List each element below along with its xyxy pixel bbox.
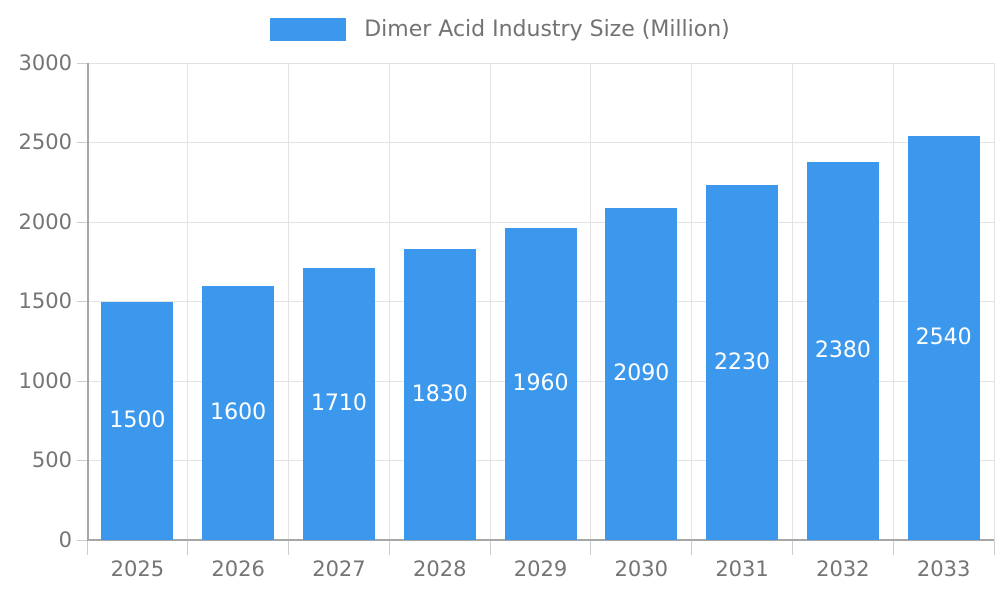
bar-2026[interactable]: 1600 [202, 285, 275, 540]
y-gridline [87, 62, 994, 64]
x-tick-label: 2028 [412, 557, 467, 581]
x-axis-tick [791, 540, 793, 555]
y-tick-label: 2500 [18, 130, 72, 154]
bar-value-label: 1500 [109, 407, 166, 433]
y-axis-line [87, 63, 89, 540]
y-gridline [87, 142, 994, 143]
x-tick-label: 2029 [513, 557, 568, 581]
bar-2025[interactable]: 1500 [101, 301, 174, 540]
bar-value-label: 2380 [814, 337, 871, 363]
legend-swatch-icon [270, 17, 347, 41]
x-axis-tick [489, 540, 491, 555]
bar-value-label: 1960 [512, 371, 569, 397]
x-gridline [791, 63, 793, 540]
bar-value-label: 2540 [915, 325, 972, 351]
bar-value-label: 1830 [411, 381, 468, 407]
x-tick-label: 2030 [614, 557, 668, 581]
bar-value-label: 2230 [714, 349, 771, 375]
y-axis-tick [77, 301, 87, 302]
y-tick-label: 1500 [18, 289, 72, 313]
bar-value-label: 1600 [210, 399, 267, 425]
y-axis-tick [77, 460, 87, 461]
x-gridline [691, 63, 693, 540]
x-tick-label: 2025 [110, 557, 165, 581]
x-gridline [187, 63, 189, 540]
bar-value-label: 1710 [310, 391, 367, 417]
y-axis-tick [77, 221, 87, 223]
x-axis-tick [892, 540, 894, 555]
bar-2032[interactable]: 2380 [806, 161, 879, 540]
y-axis-tick [77, 62, 87, 64]
x-axis-line [87, 539, 994, 541]
x-tick-label: 2033 [916, 557, 971, 581]
bar-2027[interactable]: 1710 [302, 268, 375, 540]
y-axis-tick [77, 142, 87, 143]
y-tick-label: 2000 [18, 209, 72, 234]
y-tick-label: 1000 [18, 368, 72, 393]
bar-2030[interactable]: 2090 [605, 207, 678, 540]
x-axis-tick [590, 540, 592, 555]
x-gridline [489, 63, 491, 540]
x-gridline [993, 63, 995, 540]
bar-2029[interactable]: 1960 [504, 228, 577, 540]
x-gridline [288, 63, 290, 540]
x-tick-label: 2027 [312, 557, 366, 581]
y-gridline [87, 221, 994, 223]
legend-label: Dimer Acid Industry Size (Million) [364, 16, 730, 42]
plot-area: 0 500 1000 1500 2000 2500 3000 1500 2025 1600 2026… [19, 52, 995, 580]
x-tick-label: 2032 [816, 557, 870, 581]
y-axis-tick [77, 380, 87, 382]
bar-2031[interactable]: 2230 [706, 185, 779, 540]
y-tick-label: 500 [31, 448, 72, 472]
y-tick-label: 3000 [18, 50, 72, 75]
x-gridline [892, 63, 894, 540]
x-axis-tick [86, 540, 88, 555]
x-axis-tick [187, 540, 189, 555]
y-tick-label: 0 [58, 527, 72, 552]
chart-legend[interactable]: Dimer Acid Industry Size (Million) [0, 12, 1000, 46]
x-axis-tick [388, 540, 390, 555]
x-tick-label: 2031 [715, 557, 769, 581]
y-axis-tick [77, 539, 87, 541]
bar-2028[interactable]: 1830 [403, 249, 476, 540]
x-axis-tick [993, 540, 995, 555]
x-tick-label: 2026 [211, 557, 265, 581]
bar-value-label: 2090 [613, 360, 670, 386]
x-axis-tick [288, 540, 290, 555]
bar-2033[interactable]: 2540 [907, 136, 980, 540]
x-axis-tick [691, 540, 693, 555]
x-gridline [590, 63, 592, 540]
x-gridline [388, 63, 390, 540]
